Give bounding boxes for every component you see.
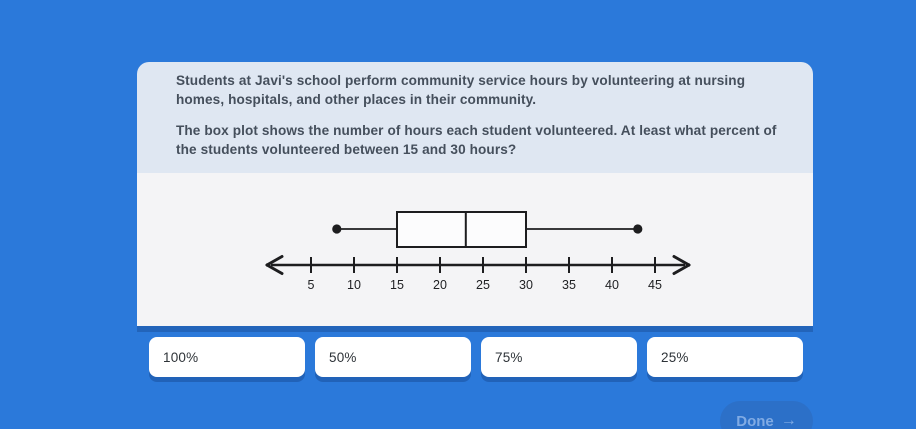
box-plot-panel: 5 10 15 20 25 30 35 40 45 — [137, 173, 813, 326]
svg-text:45: 45 — [648, 278, 662, 292]
svg-text:15: 15 — [390, 278, 404, 292]
svg-text:40: 40 — [605, 278, 619, 292]
answer-button-1[interactable]: 100% — [149, 337, 305, 377]
question-card: Students at Javi's school perform commun… — [137, 62, 813, 326]
svg-text:30: 30 — [519, 278, 533, 292]
answer-button-4[interactable]: 25% — [647, 337, 803, 377]
box-plot-svg: 5 10 15 20 25 30 35 40 45 — [265, 211, 691, 292]
question-paragraph-2: The box plot shows the number of hours e… — [176, 123, 777, 157]
svg-text:35: 35 — [562, 278, 576, 292]
svg-text:10: 10 — [347, 278, 361, 292]
question-panel: Students at Javi's school perform commun… — [137, 62, 813, 173]
answer-button-3[interactable]: 75% — [481, 337, 637, 377]
done-button-label: Done — [736, 412, 774, 429]
answer-button-2[interactable]: 50% — [315, 337, 471, 377]
answer-choices: 100% 50% 75% 25% — [0, 337, 916, 377]
question-paragraph-1: Students at Javi's school perform commun… — [176, 73, 746, 107]
svg-text:5: 5 — [308, 278, 315, 292]
done-button[interactable]: Done → — [720, 401, 813, 429]
svg-text:20: 20 — [433, 278, 447, 292]
arrow-right-icon: → — [780, 412, 797, 429]
svg-text:25: 25 — [476, 278, 490, 292]
